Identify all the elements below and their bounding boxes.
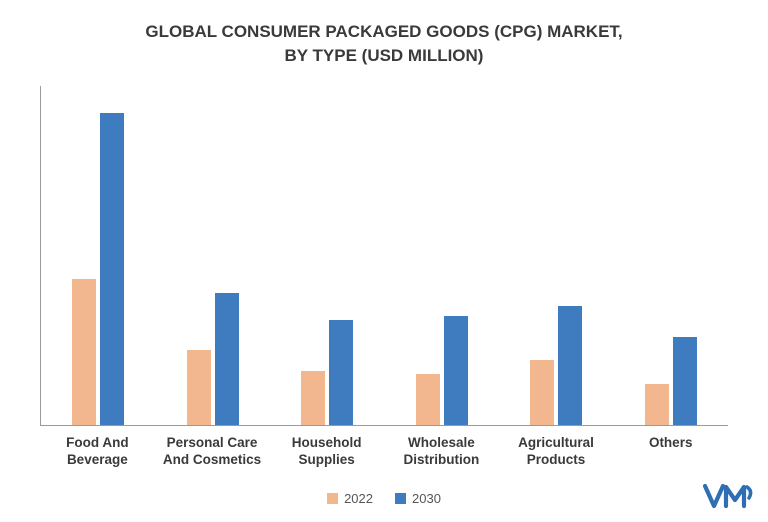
bar-2022 [416, 374, 440, 425]
x-axis-label: Agricultural Products [499, 434, 614, 469]
bar-2030 [444, 316, 468, 425]
bar-groups [41, 86, 728, 425]
bar-group [270, 86, 385, 425]
x-axis-label: Wholesale Distribution [384, 434, 499, 469]
bar-2022 [187, 350, 211, 425]
bar-group [614, 86, 729, 425]
vm-logo-icon [702, 481, 754, 516]
x-axis-label: Personal Care And Cosmetics [155, 434, 270, 469]
bar-2022 [301, 371, 325, 425]
legend-label-2030: 2030 [412, 491, 441, 506]
chart-title: GLOBAL CONSUMER PACKAGED GOODS (CPG) MAR… [30, 20, 738, 68]
legend: 2022 2030 [30, 491, 738, 506]
legend-item-2022: 2022 [327, 491, 373, 506]
x-axis-label: Others [613, 434, 728, 469]
bar-2030 [100, 113, 124, 425]
legend-swatch-2030 [395, 493, 406, 504]
bar-group [385, 86, 500, 425]
bar-group [41, 86, 156, 425]
bar-group [156, 86, 271, 425]
plot-area [40, 86, 728, 426]
bar-group [499, 86, 614, 425]
title-line-2: BY TYPE (USD MILLION) [285, 46, 484, 65]
legend-swatch-2022 [327, 493, 338, 504]
legend-label-2022: 2022 [344, 491, 373, 506]
title-line-1: GLOBAL CONSUMER PACKAGED GOODS (CPG) MAR… [145, 22, 622, 41]
bar-2030 [558, 306, 582, 425]
bar-2030 [329, 320, 353, 425]
x-axis-label: Household Supplies [269, 434, 384, 469]
bar-2030 [215, 293, 239, 425]
bar-2030 [673, 337, 697, 425]
bar-2022 [530, 360, 554, 424]
bar-2022 [72, 279, 96, 425]
x-axis-label: Food And Beverage [40, 434, 155, 469]
chart-container: GLOBAL CONSUMER PACKAGED GOODS (CPG) MAR… [0, 0, 768, 522]
bar-2022 [645, 384, 669, 425]
x-axis-labels: Food And BeveragePersonal Care And Cosme… [40, 434, 728, 469]
legend-item-2030: 2030 [395, 491, 441, 506]
